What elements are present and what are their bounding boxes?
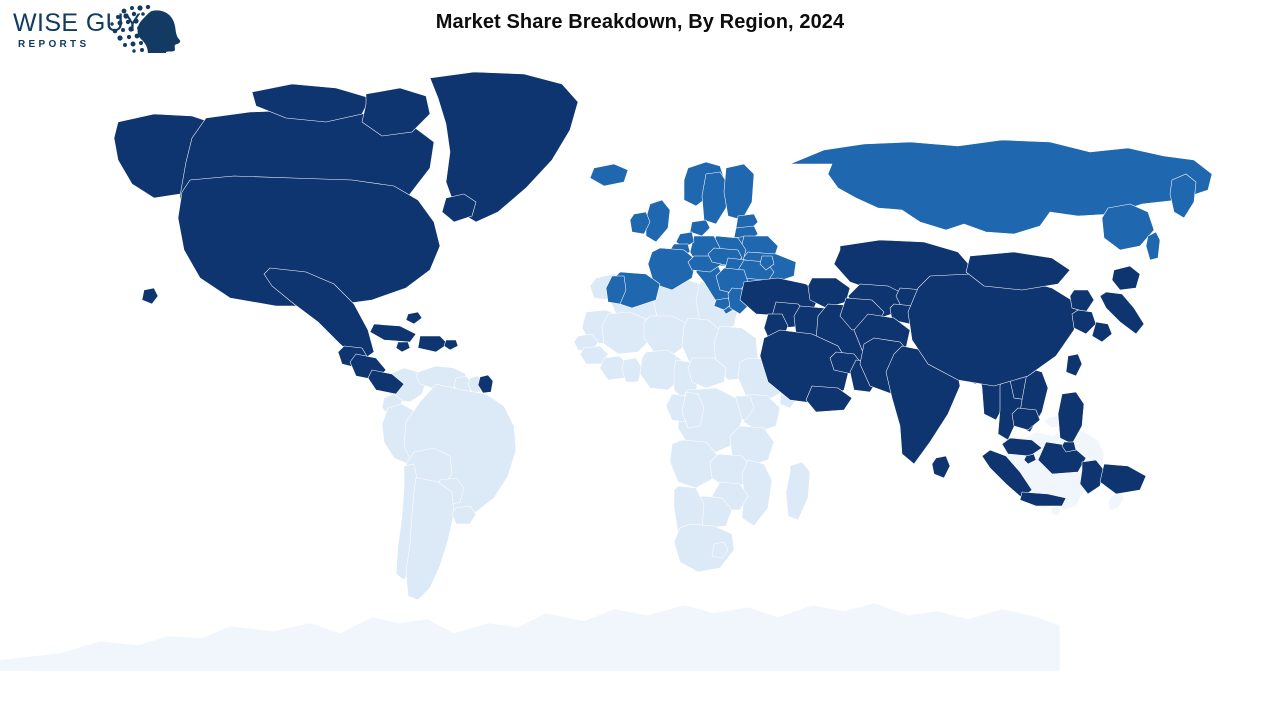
country-singapore	[1024, 454, 1036, 464]
country-portugal	[606, 276, 626, 304]
country-russia-kamchatka	[1170, 174, 1196, 218]
country-moldova	[760, 256, 774, 270]
country-indonesia-java	[1020, 492, 1066, 506]
country-car	[688, 358, 726, 388]
page-title: Market Share Breakdown, By Region, 2024	[435, 11, 845, 33]
country-tasmania	[1051, 506, 1061, 516]
logo-wordmark-line2: REPORTS	[18, 39, 89, 50]
country-north-korea	[1070, 290, 1094, 312]
country-russia-far-east	[1102, 204, 1154, 250]
country-indonesia-sulawesi	[1080, 460, 1104, 494]
logo-dot-cluster	[110, 5, 151, 53]
region-africa[interactable]	[574, 270, 810, 572]
country-taiwan	[1066, 354, 1082, 376]
country-south-africa	[674, 524, 734, 572]
country-sicily	[714, 298, 732, 310]
country-canada-baffin	[362, 88, 430, 136]
country-ivory-coast	[600, 356, 628, 380]
country-japan-honshu	[1100, 292, 1144, 334]
country-argentina	[406, 478, 454, 600]
country-suriname	[468, 376, 482, 392]
country-bahamas	[406, 312, 422, 324]
country-japan-kyushu	[1092, 322, 1112, 342]
country-canada-newfoundland	[442, 194, 476, 222]
region-asia-pacific[interactable]	[740, 240, 1146, 506]
country-south-korea	[1072, 310, 1096, 334]
country-mozambique	[742, 460, 772, 526]
country-denmark	[690, 220, 710, 236]
logo-head-profile-icon	[110, 5, 181, 53]
country-nigeria	[640, 350, 682, 390]
country-mongolia	[966, 252, 1070, 290]
country-sweden	[702, 172, 728, 224]
wise-guy-reports-logo[interactable]: WISE GUY REPORTS	[12, 5, 194, 53]
country-new-zealand-south	[1108, 492, 1124, 510]
country-congo	[682, 392, 704, 428]
country-japan-hokkaido	[1112, 266, 1140, 290]
country-canada-arctic-islands	[252, 84, 370, 122]
region-europe[interactable]	[590, 140, 1212, 314]
country-brunei	[1062, 442, 1076, 452]
country-indonesia-papua	[1100, 464, 1146, 494]
country-ghana	[622, 358, 642, 382]
country-costa-rica-panama	[368, 370, 404, 394]
country-jamaica	[396, 342, 410, 352]
country-sri-lanka	[932, 456, 950, 478]
country-mali	[602, 312, 652, 354]
country-cuba	[370, 324, 416, 342]
country-hispaniola	[418, 336, 448, 352]
country-french-guiana	[478, 375, 493, 393]
country-madagascar	[786, 462, 810, 520]
country-ireland	[630, 212, 650, 234]
country-greenland	[430, 72, 578, 222]
country-uruguay	[452, 506, 476, 524]
country-philippines	[1058, 392, 1084, 444]
region-north-america[interactable]	[114, 72, 578, 394]
country-russia-sakhalin	[1146, 232, 1160, 260]
country-cambodia	[1012, 408, 1040, 430]
country-lesotho	[712, 542, 728, 558]
page-header: WISE GUY REPORTS	[0, 0, 1280, 56]
country-antarctica	[0, 603, 1060, 671]
world-map[interactable]	[0, 46, 1280, 720]
country-puerto-rico	[444, 340, 458, 350]
country-yemen	[806, 386, 852, 412]
country-france	[648, 248, 696, 290]
country-united-states	[178, 176, 440, 306]
region-antarctica[interactable]	[0, 603, 1060, 671]
country-hawaii	[142, 288, 158, 304]
region-south-america[interactable]	[382, 366, 516, 600]
world-map-svg	[0, 46, 1280, 720]
country-finland	[724, 164, 754, 220]
country-iceland	[590, 164, 628, 186]
